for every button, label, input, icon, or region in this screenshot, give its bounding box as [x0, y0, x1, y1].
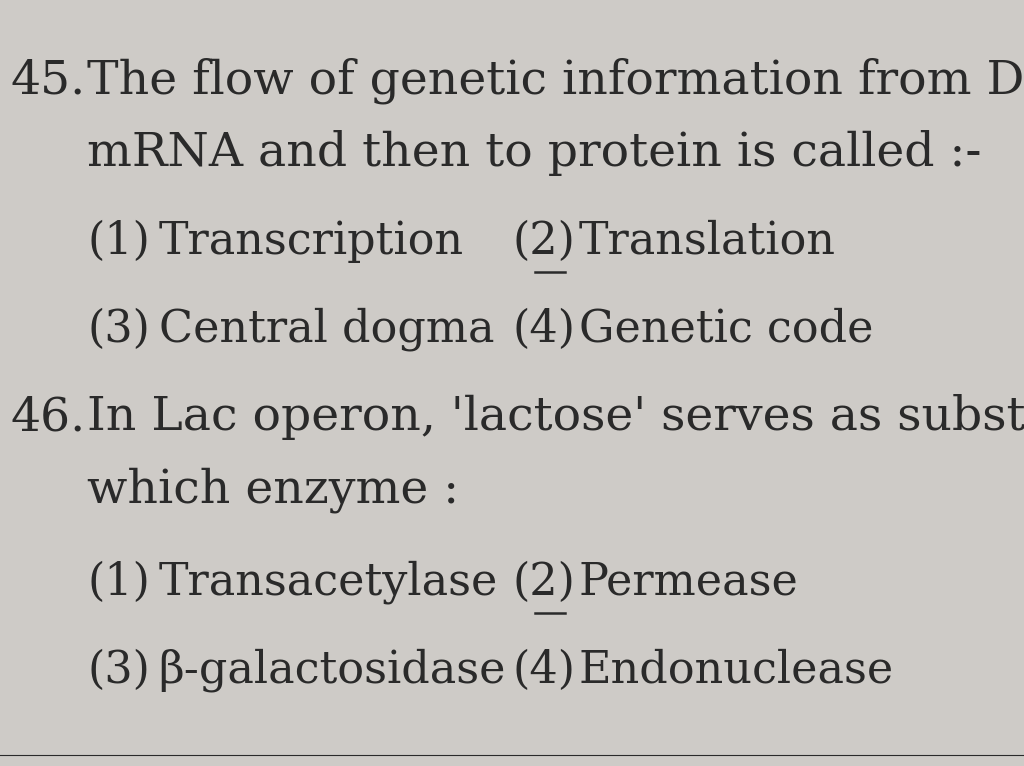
Text: Transcription: Transcription	[159, 220, 464, 263]
Text: Translation: Translation	[579, 220, 836, 263]
Text: 46.: 46.	[10, 394, 85, 440]
Text: Transacetylase: Transacetylase	[159, 560, 498, 604]
Text: Endonuclease: Endonuclease	[579, 649, 894, 692]
Text: (1): (1)	[87, 561, 150, 604]
Text: Permease: Permease	[579, 561, 799, 604]
Text: Central dogma: Central dogma	[159, 307, 495, 352]
Text: 45.: 45.	[10, 57, 85, 103]
Text: (4): (4)	[512, 308, 575, 351]
Text: (3): (3)	[87, 308, 150, 351]
Text: which enzyme :: which enzyme :	[87, 467, 459, 513]
Text: mRNA and then to protein is called :-: mRNA and then to protein is called :-	[87, 130, 982, 176]
Text: The flow of genetic information from DNA to: The flow of genetic information from DNA…	[87, 57, 1024, 103]
Text: Genetic code: Genetic code	[579, 308, 873, 351]
Text: (3): (3)	[87, 649, 150, 692]
Text: (2): (2)	[512, 561, 574, 604]
Text: In Lac operon, 'lactose' serves as substrate for: In Lac operon, 'lactose' serves as subst…	[87, 394, 1024, 440]
Text: β-galactosidase: β-galactosidase	[159, 648, 506, 692]
Text: (1): (1)	[87, 220, 150, 263]
Text: (4): (4)	[512, 649, 575, 692]
Text: (2): (2)	[512, 220, 574, 263]
